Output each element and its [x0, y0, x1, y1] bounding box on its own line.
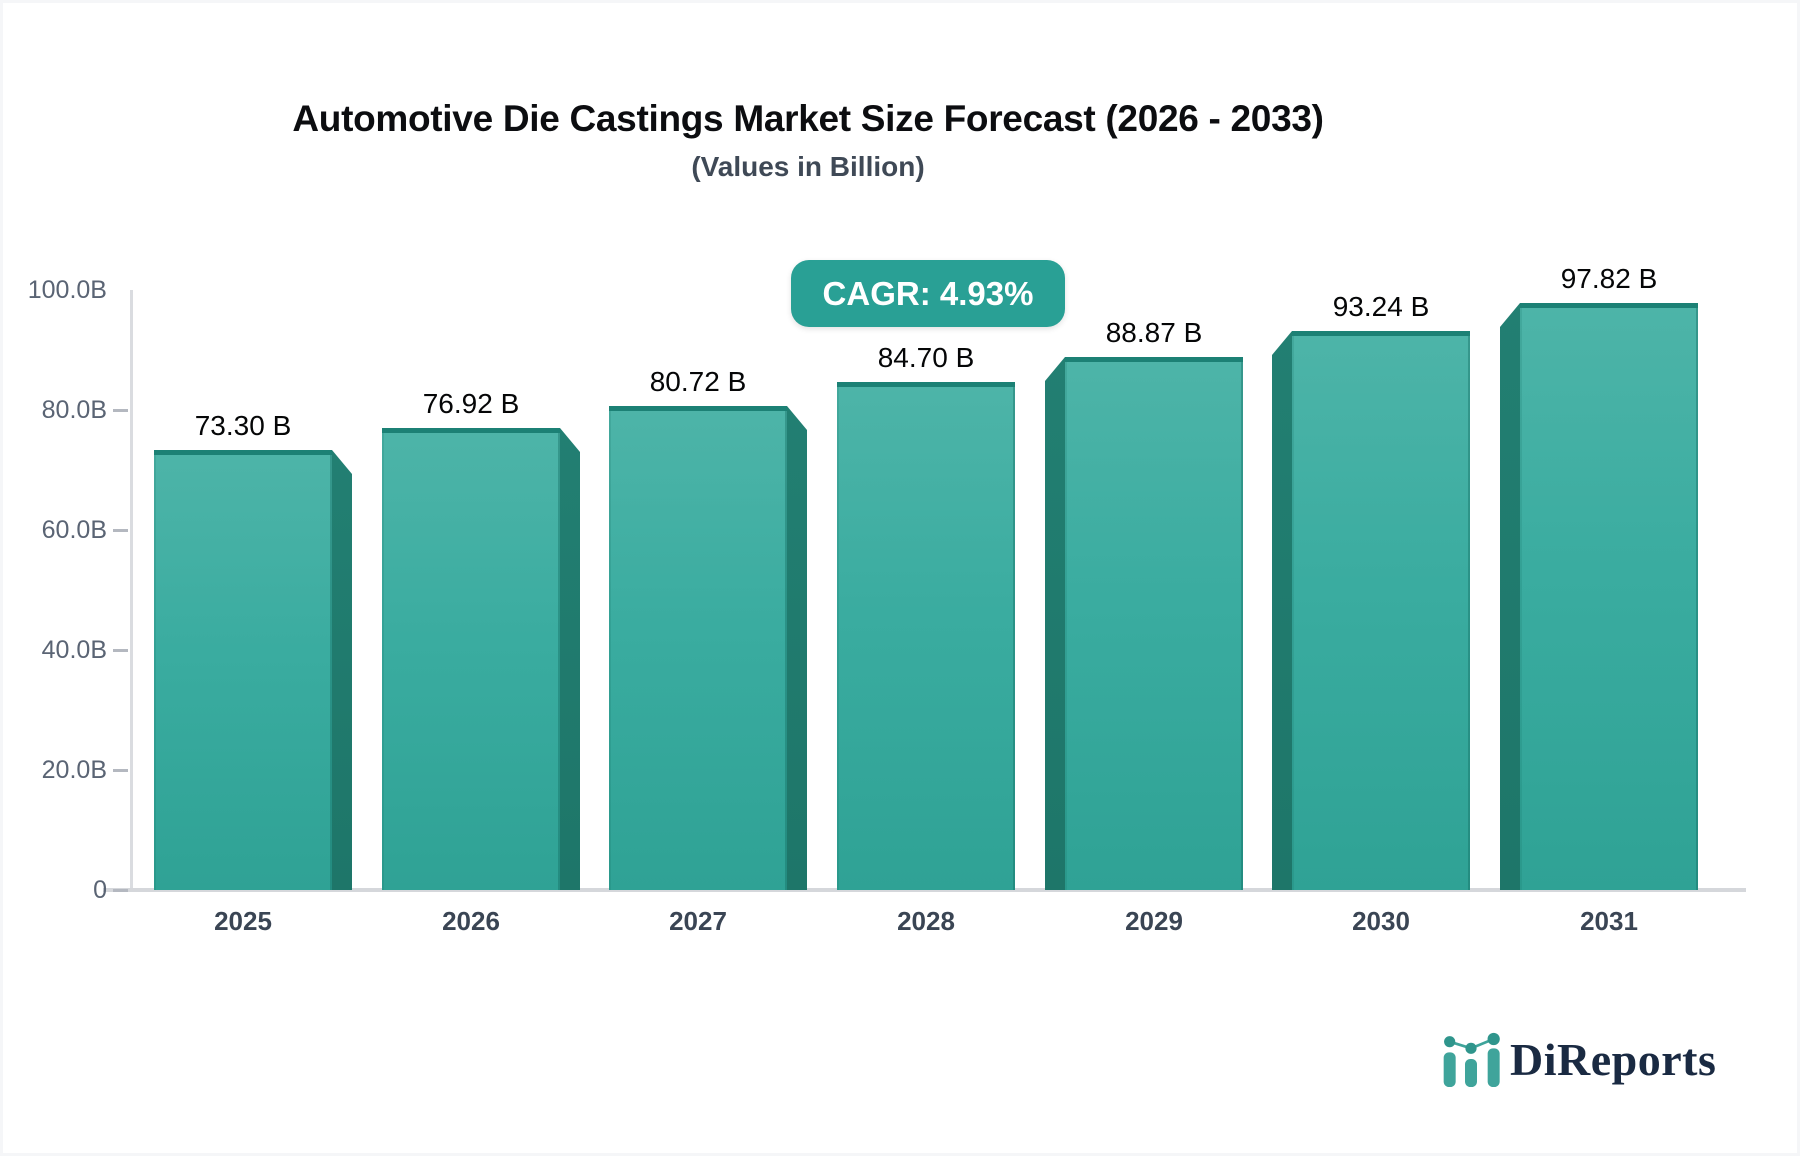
chart-subtitle: (Values in Billion) — [691, 151, 925, 182]
cagr-badge: CAGR: 4.93% — [791, 260, 1065, 327]
y-tick-dash — [113, 889, 128, 892]
bar-side-2026 — [560, 428, 580, 890]
chart-title: Automotive Die Castings Market Size Fore… — [292, 98, 1324, 139]
bar-2030 — [1292, 331, 1470, 890]
bar-value-label: 93.24 B — [1332, 291, 1430, 322]
x-tick-label: 2026 — [442, 906, 500, 936]
x-tick-label: 2025 — [214, 906, 272, 936]
y-tick-dash — [113, 529, 128, 532]
direports-logo: DiReports — [1439, 1031, 1716, 1087]
bar-2027 — [609, 406, 787, 890]
bar-value-label: 76.92 B — [422, 388, 520, 419]
y-axis-line — [130, 290, 133, 890]
y-tick-dash — [113, 409, 128, 412]
bar-side-2027 — [787, 406, 807, 890]
y-tick-label: 0 — [93, 876, 107, 904]
y-tick-dash — [113, 649, 128, 652]
bar-value-label: 73.30 B — [194, 410, 292, 441]
bar-2025 — [154, 450, 332, 890]
y-tick-label: 80.0B — [41, 396, 107, 424]
x-tick-label: 2027 — [669, 906, 727, 936]
bar-value-label: 80.72 B — [649, 366, 747, 397]
plot-area: 100.0B 80.0B 60.0B 40.0B 20.0B 0 73.30 B 2025 76… — [3, 3, 1797, 1153]
bar-2028 — [837, 382, 1015, 890]
bar-2029 — [1065, 357, 1243, 890]
y-tick-label: 20.0B — [41, 756, 107, 784]
y-tick-label: 40.0B — [41, 636, 107, 664]
bar-side-2025 — [332, 450, 352, 890]
x-tick-label: 2029 — [1125, 906, 1183, 936]
bar-side-2030 — [1272, 331, 1292, 890]
x-tick-label: 2030 — [1352, 906, 1410, 936]
x-tick-label: 2028 — [897, 906, 955, 936]
bar-chart-trend-icon — [1439, 1031, 1503, 1087]
bar-2026 — [382, 428, 560, 890]
bar-side-2031 — [1500, 303, 1520, 890]
bar-side-2029 — [1045, 357, 1065, 890]
x-tick-label: 2031 — [1580, 906, 1638, 936]
y-tick-label: 100.0B — [27, 276, 107, 304]
logo-text: DiReports — [1510, 1033, 1717, 1085]
x-axis-line — [103, 888, 1746, 892]
y-tick-dash — [113, 769, 128, 772]
bar-2031 — [1520, 303, 1698, 890]
bar-value-label: 84.70 B — [877, 342, 975, 373]
y-tick-label: 60.0B — [41, 516, 107, 544]
bar-value-label: 97.82 B — [1560, 263, 1658, 294]
bar-value-label: 88.87 B — [1105, 317, 1203, 348]
